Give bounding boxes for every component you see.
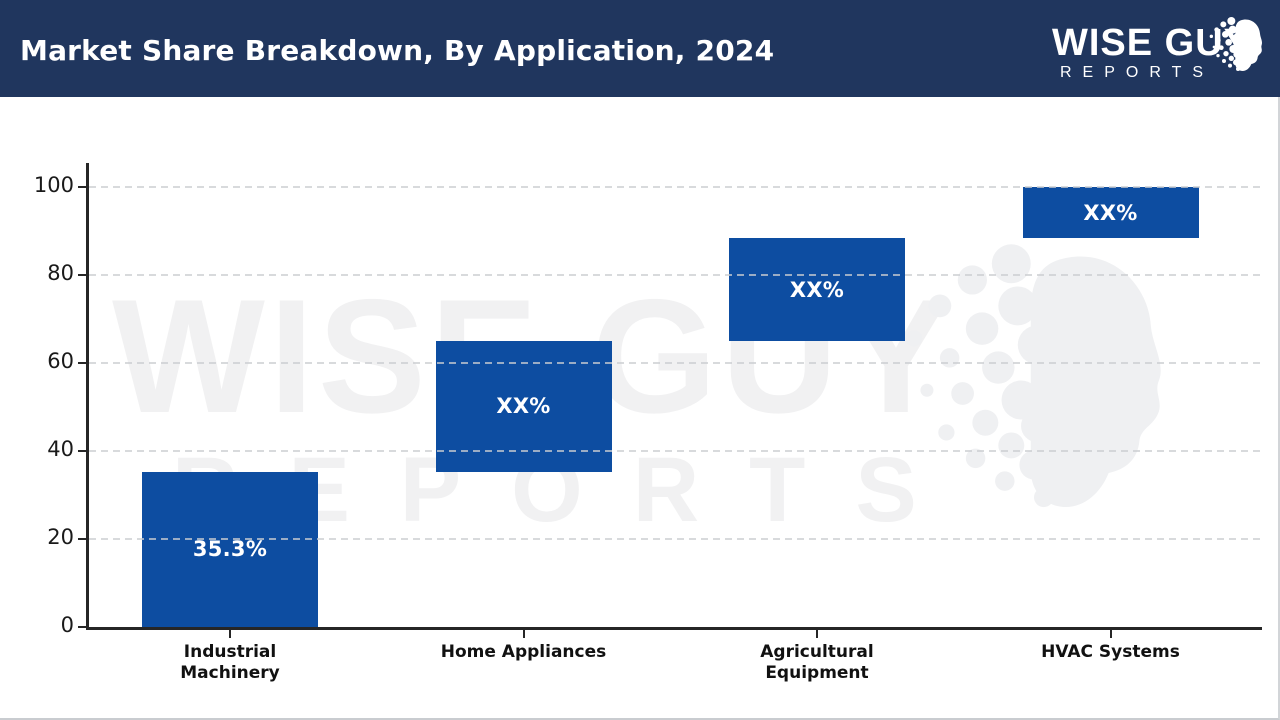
wise-guy-reports-logo: WISE GUY REPORTS [1020,0,1270,97]
bar-value-label: XX% [1083,200,1138,225]
bar-agricultural-equipment: XX% [729,238,905,341]
x-tick-mark [816,630,818,638]
y-tick-mark [78,362,86,364]
bar-value-label: XX% [496,394,551,419]
page-title: Market Share Breakdown, By Application, … [20,34,775,67]
bar-home-appliances: XX% [435,341,612,472]
y-gridline [89,450,1262,452]
y-tick-label: 20 [47,525,74,549]
y-tick-mark [78,538,86,540]
y-tick-mark [78,274,86,276]
x-axis-label-2: Home Appliances [440,642,607,662]
x-axis-label-1: Industrial Machinery [180,642,280,683]
header-bar: Market Share Breakdown, By Application, … [0,0,1280,97]
logo-subtext: REPORTS [1060,64,1215,81]
bar-hvac-systems: XX% [1022,187,1199,239]
bar-industrial-machinery: 35.3% [142,471,318,627]
x-tick-mark [229,630,231,638]
x-axis-label-4: HVAC Systems [1041,642,1180,662]
y-tick-label: 100 [33,173,74,197]
x-axis-line [86,627,1262,630]
y-gridline [89,186,1262,188]
y-tick-mark [78,450,86,452]
x-axis-label-3: Agricultural Equipment [760,642,874,683]
y-tick-label: 60 [47,349,74,373]
bar-value-label: 35.3% [192,537,268,562]
logo-head-icon [1206,10,1266,88]
y-tick-label: 40 [47,437,74,461]
y-tick-mark [78,626,86,628]
chart-plot-area: 35.3% XX% XX% XX% 0 20 40 60 80 100 Industrial Mach… [0,97,1280,720]
y-tick-label: 80 [47,261,74,285]
x-tick-mark [1109,630,1112,638]
y-tick-mark [78,186,86,188]
y-tick-label: 0 [60,613,74,637]
y-gridline [89,538,1262,540]
y-axis-line [86,163,89,630]
bar-value-label: XX% [789,277,845,302]
y-gridline [89,362,1262,364]
y-gridline [89,274,1262,276]
x-tick-mark [522,630,525,638]
